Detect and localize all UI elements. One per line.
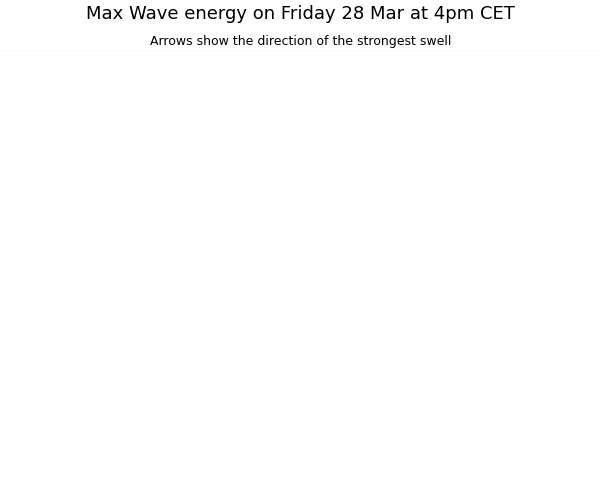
Text: Arrows show the direction of the strongest swell: Arrows show the direction of the stronge… bbox=[150, 35, 451, 48]
Text: Max Wave energy on Friday 28 Mar at 4pm CET: Max Wave energy on Friday 28 Mar at 4pm … bbox=[86, 5, 515, 23]
Text: Install cartopy for proper map: Install cartopy for proper map bbox=[196, 260, 405, 274]
